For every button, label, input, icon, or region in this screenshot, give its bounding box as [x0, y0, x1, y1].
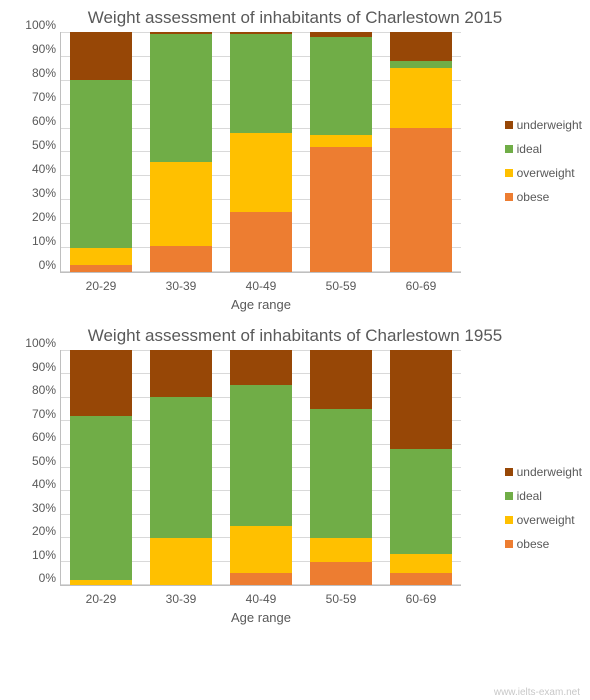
segment-ideal	[70, 80, 132, 248]
x-tick-label: 60-69	[390, 592, 452, 606]
legend-label: ideal	[517, 142, 542, 156]
legend-item-obese: obese	[505, 190, 582, 204]
x-tick-label: 20-29	[70, 279, 132, 293]
legend-swatch	[505, 492, 513, 500]
plot-area	[60, 350, 461, 586]
plot-area	[60, 32, 461, 273]
segment-underweight	[70, 350, 132, 416]
legend-label: obese	[517, 537, 550, 551]
legend-item-ideal: ideal	[505, 142, 582, 156]
x-tick-label: 50-59	[310, 279, 372, 293]
segment-underweight	[230, 350, 292, 385]
segment-obese	[310, 147, 372, 272]
legend-label: underweight	[517, 465, 582, 479]
segment-ideal	[70, 416, 132, 581]
segment-overweight	[230, 526, 292, 573]
segment-underweight	[390, 350, 452, 449]
segment-overweight	[310, 538, 372, 562]
legend-label: overweight	[517, 513, 575, 527]
segment-obese	[390, 128, 452, 272]
segment-obese	[390, 573, 452, 585]
segment-obese	[310, 562, 372, 586]
chart-wrap: 100%90%80%70%60%50%40%30%20%10%0%	[0, 350, 590, 586]
x-tick-label: 40-49	[230, 592, 292, 606]
x-tick-label: 50-59	[310, 592, 372, 606]
bar-40-49	[230, 32, 292, 272]
chart-panel-2: Weight assessment of inhabitants of Char…	[0, 318, 590, 625]
bar-40-49	[230, 350, 292, 585]
legend-swatch	[505, 169, 513, 177]
segment-obese	[230, 573, 292, 585]
bars-container	[61, 32, 461, 272]
x-tick-label: 30-39	[150, 592, 212, 606]
legend-label: underweight	[517, 118, 582, 132]
x-labels: 20-29 30-39 40-49 50-59 60-69	[61, 279, 461, 293]
segment-overweight	[70, 248, 132, 265]
segment-overweight	[70, 580, 132, 585]
chart-title: Weight assessment of inhabitants of Char…	[0, 318, 590, 350]
y-axis: 100%90%80%70%60%50%40%30%20%10%0%	[14, 350, 60, 585]
segment-obese	[150, 246, 212, 272]
x-tick-label: 40-49	[230, 279, 292, 293]
segment-ideal	[150, 397, 212, 538]
legend-item-overweight: overweight	[505, 166, 582, 180]
legend-swatch	[505, 540, 513, 548]
chart-wrap: 100%90%80%70%60%50%40%30%20%10%0%	[0, 32, 590, 273]
segment-ideal	[310, 409, 372, 538]
x-tick-label: 30-39	[150, 279, 212, 293]
x-labels: 20-29 30-39 40-49 50-59 60-69	[61, 592, 461, 606]
bar-50-59	[310, 32, 372, 272]
legend-item-ideal: ideal	[505, 489, 582, 503]
legend-item-underweight: underweight	[505, 118, 582, 132]
segment-overweight	[230, 133, 292, 212]
segment-ideal	[390, 61, 452, 68]
segment-ideal	[390, 449, 452, 555]
segment-overweight	[390, 68, 452, 128]
x-tick-label: 60-69	[390, 279, 452, 293]
segment-ideal	[230, 385, 292, 526]
bar-60-69	[390, 32, 452, 272]
y-axis: 100%90%80%70%60%50%40%30%20%10%0%	[14, 32, 60, 272]
legend-swatch	[505, 193, 513, 201]
legend-swatch	[505, 468, 513, 476]
watermark: www.ielts-exam.net	[494, 687, 580, 698]
chart-title: Weight assessment of inhabitants of Char…	[0, 0, 590, 32]
x-axis-title: Age range	[61, 610, 461, 625]
segment-ideal	[230, 34, 292, 132]
bar-60-69	[390, 350, 452, 585]
segment-overweight	[150, 538, 212, 585]
legend-label: ideal	[517, 489, 542, 503]
legend-label: obese	[517, 190, 550, 204]
chart-panel-1: Weight assessment of inhabitants of Char…	[0, 0, 590, 312]
segment-underweight	[150, 350, 212, 397]
segment-ideal	[310, 37, 372, 135]
segment-underweight	[390, 32, 452, 61]
bars-container	[61, 350, 461, 585]
bar-30-39	[150, 32, 212, 272]
segment-overweight	[310, 135, 372, 147]
segment-ideal	[150, 34, 212, 161]
segment-obese	[230, 212, 292, 272]
segment-overweight	[390, 554, 452, 573]
legend-2: underweight ideal overweight obese	[505, 465, 582, 551]
segment-overweight	[150, 162, 212, 246]
legend-label: overweight	[517, 166, 575, 180]
x-axis-title: Age range	[61, 297, 461, 312]
legend-swatch	[505, 121, 513, 129]
legend-item-underweight: underweight	[505, 465, 582, 479]
bar-50-59	[310, 350, 372, 585]
legend-swatch	[505, 516, 513, 524]
bar-20-29	[70, 350, 132, 585]
bar-20-29	[70, 32, 132, 272]
x-tick-label: 20-29	[70, 592, 132, 606]
bar-30-39	[150, 350, 212, 585]
legend-item-obese: obese	[505, 537, 582, 551]
legend-item-overweight: overweight	[505, 513, 582, 527]
legend-swatch	[505, 145, 513, 153]
segment-underweight	[70, 32, 132, 80]
legend-1: underweight ideal overweight obese	[505, 118, 582, 204]
segment-underweight	[310, 350, 372, 409]
segment-obese	[70, 265, 132, 272]
